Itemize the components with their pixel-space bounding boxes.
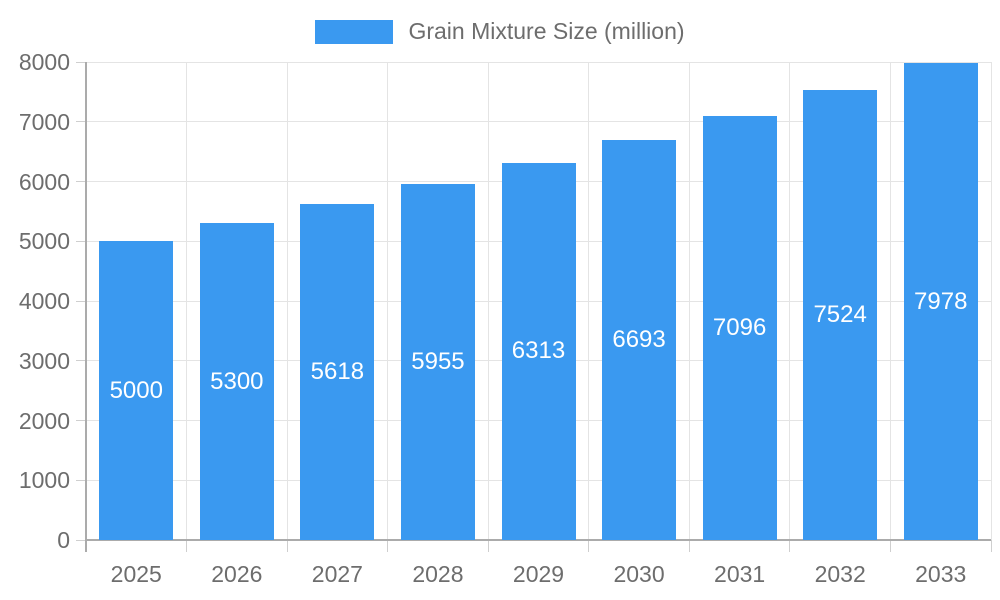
chart-legend: Grain Mixture Size (million) — [0, 18, 1000, 45]
bar — [602, 140, 677, 540]
bar — [199, 223, 274, 540]
x-tick-label: 2025 — [110, 561, 162, 587]
x-tick-label: 2026 — [211, 561, 263, 587]
bar — [501, 162, 576, 540]
y-tick-label: 4000 — [18, 288, 70, 314]
x-tick-label: 2029 — [512, 561, 565, 587]
y-tick-label: 5000 — [18, 228, 70, 255]
y-tick-label: 7000 — [18, 108, 70, 135]
y-tick — [76, 240, 86, 242]
x-tick — [387, 540, 389, 552]
x-tick — [688, 540, 690, 552]
x-tick-label: 2032 — [814, 561, 866, 587]
bar-value-label: 5300 — [210, 367, 264, 395]
y-tick — [76, 181, 86, 182]
bar-value-label: 7978 — [914, 287, 968, 315]
bar-value-label: 6313 — [511, 337, 566, 365]
x-tick — [789, 540, 791, 552]
y-tick-label: 3000 — [18, 347, 70, 374]
v-gridline — [789, 62, 791, 540]
v-gridline — [387, 62, 389, 540]
y-tick — [76, 61, 86, 63]
y-tick — [76, 360, 86, 362]
y-tick-label: 1000 — [18, 467, 70, 494]
bar — [803, 90, 878, 540]
bar — [99, 241, 174, 540]
legend-label: Grain Mixture Size (million) — [408, 18, 685, 44]
y-tick — [76, 300, 86, 302]
x-tick-label: 2033 — [915, 561, 967, 587]
x-tick-label: 2031 — [714, 561, 766, 587]
h-gridline — [86, 121, 991, 123]
legend-swatch — [315, 19, 394, 44]
bar-value-label: 7524 — [813, 301, 867, 329]
v-gridline — [186, 62, 188, 540]
y-tick — [76, 121, 86, 123]
y-tick — [76, 479, 86, 481]
bar — [300, 204, 375, 540]
v-gridline — [990, 62, 992, 540]
v-gridline — [588, 62, 590, 540]
y-tick-label: 2000 — [18, 407, 70, 434]
bar — [903, 63, 978, 540]
y-tick — [76, 539, 86, 541]
y-tick-label: 8000 — [18, 49, 70, 75]
x-tick-label: 2028 — [412, 561, 464, 587]
v-gridline — [889, 62, 891, 540]
y-axis-line — [85, 62, 87, 552]
bar — [702, 116, 777, 540]
bar-value-label: 6693 — [612, 326, 666, 354]
v-gridline — [286, 62, 288, 540]
bar-value-label: 7096 — [712, 314, 767, 341]
h-gridline — [86, 61, 991, 63]
x-tick — [889, 540, 891, 552]
x-tick — [990, 540, 992, 552]
x-tick-label: 2027 — [311, 561, 363, 587]
x-axis-line — [86, 539, 991, 541]
x-tick — [487, 540, 489, 552]
y-tick-label: 0 — [57, 527, 70, 553]
y-tick-label: 6000 — [18, 168, 70, 195]
bar — [400, 184, 475, 540]
y-tick — [76, 420, 86, 421]
x-tick-label: 2030 — [613, 561, 665, 587]
x-tick — [186, 540, 188, 552]
x-tick — [286, 540, 288, 552]
bar-value-label: 5000 — [109, 376, 163, 404]
v-gridline — [487, 62, 489, 540]
v-gridline — [688, 62, 690, 540]
bar-value-label: 5618 — [310, 358, 365, 386]
bar-value-label: 5955 — [411, 348, 465, 376]
x-tick — [588, 540, 590, 552]
